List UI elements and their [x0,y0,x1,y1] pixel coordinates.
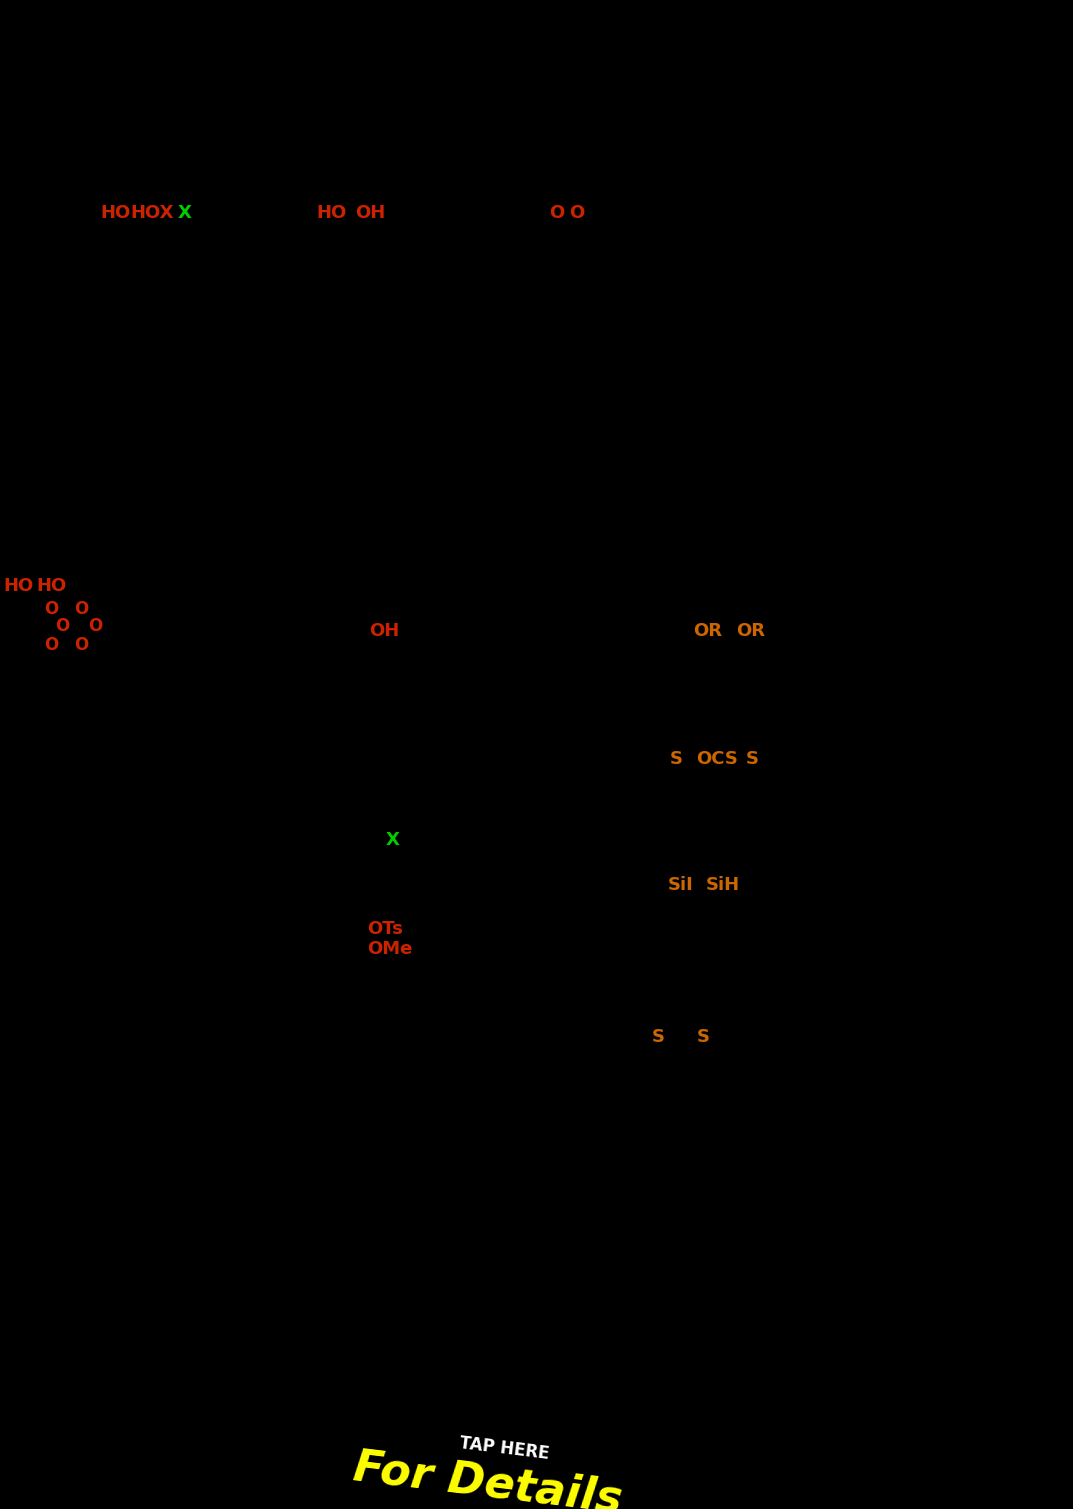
Text: O: O [44,601,58,619]
Text: For Details: For Details [352,1446,624,1509]
Text: OMe: OMe [367,940,412,958]
Text: HOX: HOX [130,204,174,222]
Text: HO: HO [3,576,33,595]
Text: S: S [697,1028,710,1046]
Text: S: S [670,750,684,768]
Text: HO: HO [100,204,130,222]
Text: SiH: SiH [706,877,740,893]
Text: O: O [55,617,70,635]
Text: S: S [746,750,759,768]
Text: OR: OR [693,622,722,640]
Text: O: O [569,204,585,222]
Text: OH: OH [369,622,399,640]
Text: O: O [44,635,58,653]
Text: OCS: OCS [696,750,738,768]
Text: HO: HO [36,576,67,595]
Text: HO: HO [317,204,347,222]
Text: OR: OR [736,622,765,640]
Text: S: S [652,1028,665,1046]
Text: X: X [178,204,192,222]
Text: O: O [549,204,564,222]
Text: O: O [88,617,102,635]
Text: SiI: SiI [668,877,694,893]
Text: X: X [386,831,400,850]
Text: O: O [74,635,88,653]
Text: OH: OH [355,204,385,222]
Text: O: O [74,601,88,619]
Text: TAP HERE: TAP HERE [458,1434,550,1464]
Text: OTs: OTs [367,920,402,939]
